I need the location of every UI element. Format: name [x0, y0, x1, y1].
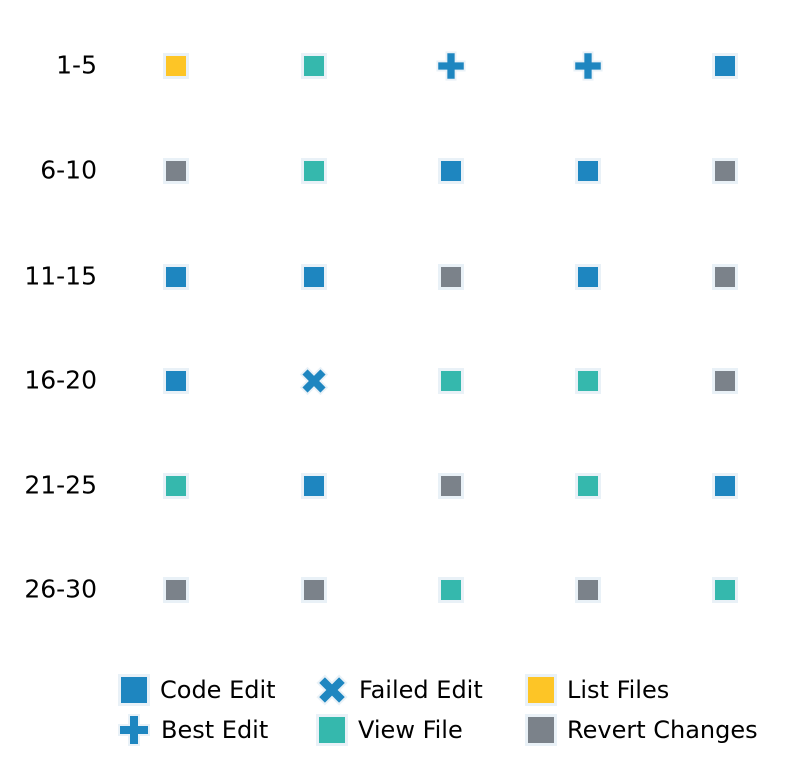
- marker-code-edit: [438, 158, 464, 184]
- marker-view-file: [301, 53, 327, 79]
- marker-code-edit: [301, 264, 327, 290]
- legend-label: Code Edit: [160, 676, 276, 704]
- row-label-11-15: 11-15: [24, 261, 97, 291]
- legend-label: Failed Edit: [359, 676, 483, 704]
- legend-label: View File: [358, 716, 463, 744]
- marker-code-edit: [163, 264, 189, 290]
- legend-list-files-square-icon: [525, 674, 557, 706]
- marker-view-file: [438, 577, 464, 603]
- legend-best-edit-plus-icon: [117, 713, 151, 747]
- legend-label: Revert Changes: [567, 716, 758, 744]
- marker-code-edit: [301, 473, 327, 499]
- legend-failed-edit-x-icon: [315, 673, 349, 707]
- marker-revert-changes: [438, 264, 464, 290]
- legend-item-revert-changes: Revert Changes: [525, 714, 758, 746]
- legend-item-code-edit: Code Edit: [118, 674, 276, 706]
- legend-view-file-square-icon: [316, 714, 348, 746]
- marker-failed-edit: [299, 366, 330, 397]
- marker-revert-changes: [575, 577, 601, 603]
- marker-revert-changes: [438, 473, 464, 499]
- marker-view-file: [438, 368, 464, 394]
- marker-revert-changes: [163, 158, 189, 184]
- legend-label: Best Edit: [161, 716, 269, 744]
- row-label-6-10: 6-10: [40, 155, 97, 185]
- legend-item-list-files: List Files: [525, 674, 669, 706]
- row-label-1-5: 1-5: [56, 50, 97, 80]
- marker-view-file: [575, 473, 601, 499]
- marker-view-file: [575, 368, 601, 394]
- marker-list-files: [163, 53, 189, 79]
- marker-code-edit: [712, 53, 738, 79]
- row-label-16-20: 16-20: [24, 365, 97, 395]
- legend-revert-changes-square-icon: [525, 714, 557, 746]
- marker-code-edit: [575, 158, 601, 184]
- marker-revert-changes: [301, 577, 327, 603]
- marker-view-file: [301, 158, 327, 184]
- marker-view-file: [163, 473, 189, 499]
- legend-item-view-file: View File: [316, 714, 463, 746]
- legend-code-edit-square-icon: [118, 674, 150, 706]
- marker-view-file: [712, 577, 738, 603]
- marker-revert-changes: [712, 368, 738, 394]
- marker-best-edit: [436, 51, 467, 82]
- legend-item-failed-edit: Failed Edit: [315, 673, 483, 707]
- row-label-21-25: 21-25: [24, 470, 97, 500]
- row-label-26-30: 26-30: [24, 574, 97, 604]
- legend-label: List Files: [567, 676, 670, 704]
- marker-code-edit: [163, 368, 189, 394]
- marker-revert-changes: [712, 264, 738, 290]
- marker-best-edit: [573, 51, 604, 82]
- marker-revert-changes: [712, 158, 738, 184]
- legend-item-best-edit: Best Edit: [117, 713, 268, 747]
- marker-code-edit: [575, 264, 601, 290]
- marker-code-edit: [712, 473, 738, 499]
- marker-revert-changes: [163, 577, 189, 603]
